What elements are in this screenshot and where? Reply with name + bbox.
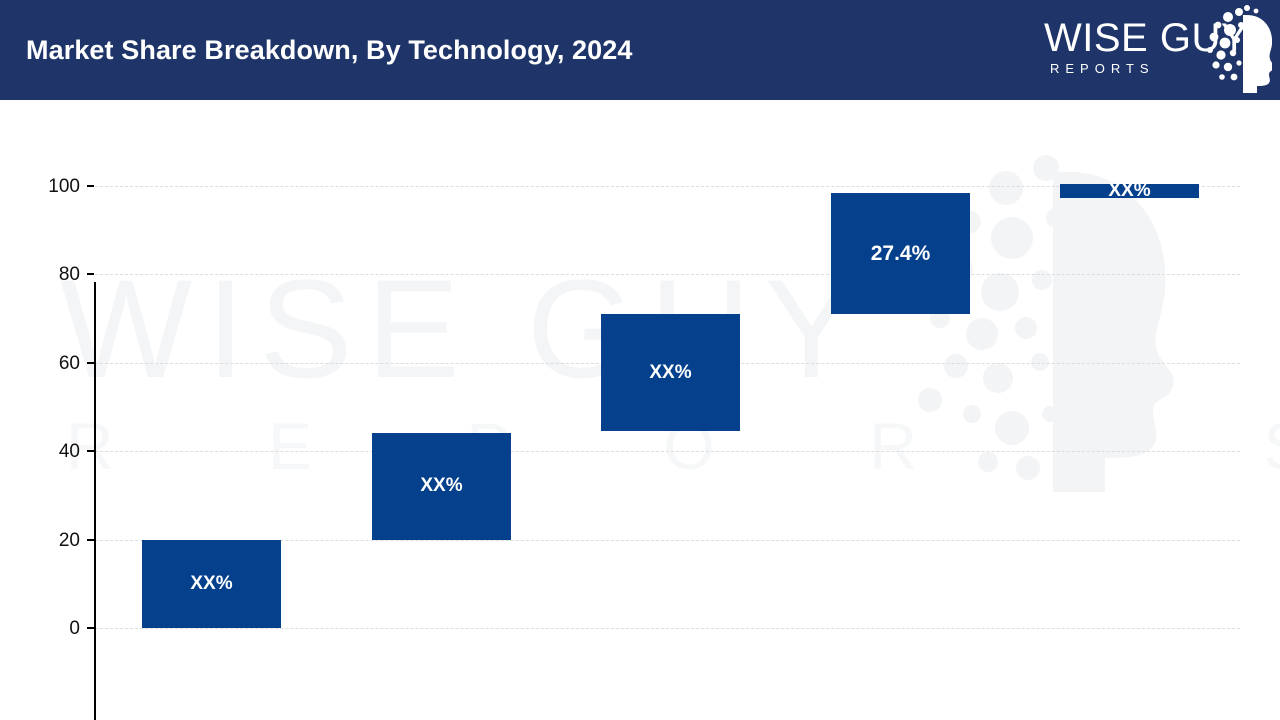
y-tick-mark-20 <box>87 538 94 541</box>
bar-track-and-trace[interactable]: XX% <box>372 432 511 540</box>
gridline-0 <box>95 628 1240 629</box>
page-header: Market Share Breakdown, By Technology, 2… <box>0 0 1280 100</box>
logo-head-icon <box>1207 5 1272 93</box>
y-tick-mark-60 <box>87 361 94 364</box>
y-tick-label-60: 60 <box>58 352 80 374</box>
y-tick-label-100: 100 <box>48 176 80 197</box>
bar-serialization[interactable]: XX% <box>601 314 740 432</box>
logo-wordmark-bottom: REPORTS <box>1050 61 1155 76</box>
bar-label-digital-watermarking: XX% <box>190 572 233 594</box>
y-tick-label-80: 80 <box>58 264 80 286</box>
bar-digital-watermarking[interactable]: XX% <box>142 539 281 628</box>
bar-authentication-technologies[interactable]: 27.4% <box>831 193 970 314</box>
y-tick-mark-80 <box>87 273 94 276</box>
y-tick-label-20: 20 <box>58 529 80 551</box>
bar-blockchain[interactable]: XX% <box>1060 180 1199 201</box>
page-title: Market Share Breakdown, By Technology, 2… <box>26 34 633 65</box>
gridline-80 <box>95 274 1240 276</box>
gridline-100 <box>95 186 1240 187</box>
chart-area: WISE GUY R E P O R T S <box>0 100 1280 720</box>
y-tick-label-40: 40 <box>58 441 80 463</box>
logo-svg: WISE GUY REPORTS <box>1044 5 1272 93</box>
y-tick-label-0: 0 <box>69 618 80 639</box>
y-axis-line <box>94 282 97 720</box>
y-axis-labels: 100 80 60 40 20 0 <box>0 100 1280 720</box>
wise-guy-reports-logo: WISE GUY REPORTS <box>1042 0 1272 100</box>
bar-label-authentication-technologies: 27.4% <box>870 241 931 265</box>
y-tick-mark-40 <box>87 450 94 453</box>
gridline-40 <box>95 451 1240 453</box>
bar-label-track-and-trace: XX% <box>420 475 463 497</box>
gridline-20 <box>95 539 1240 541</box>
y-tick-mark-0 <box>87 627 94 629</box>
bar-label-blockchain: XX% <box>1108 180 1151 202</box>
y-tick-mark-100 <box>87 185 94 187</box>
bar-label-serialization: XX% <box>649 361 692 383</box>
